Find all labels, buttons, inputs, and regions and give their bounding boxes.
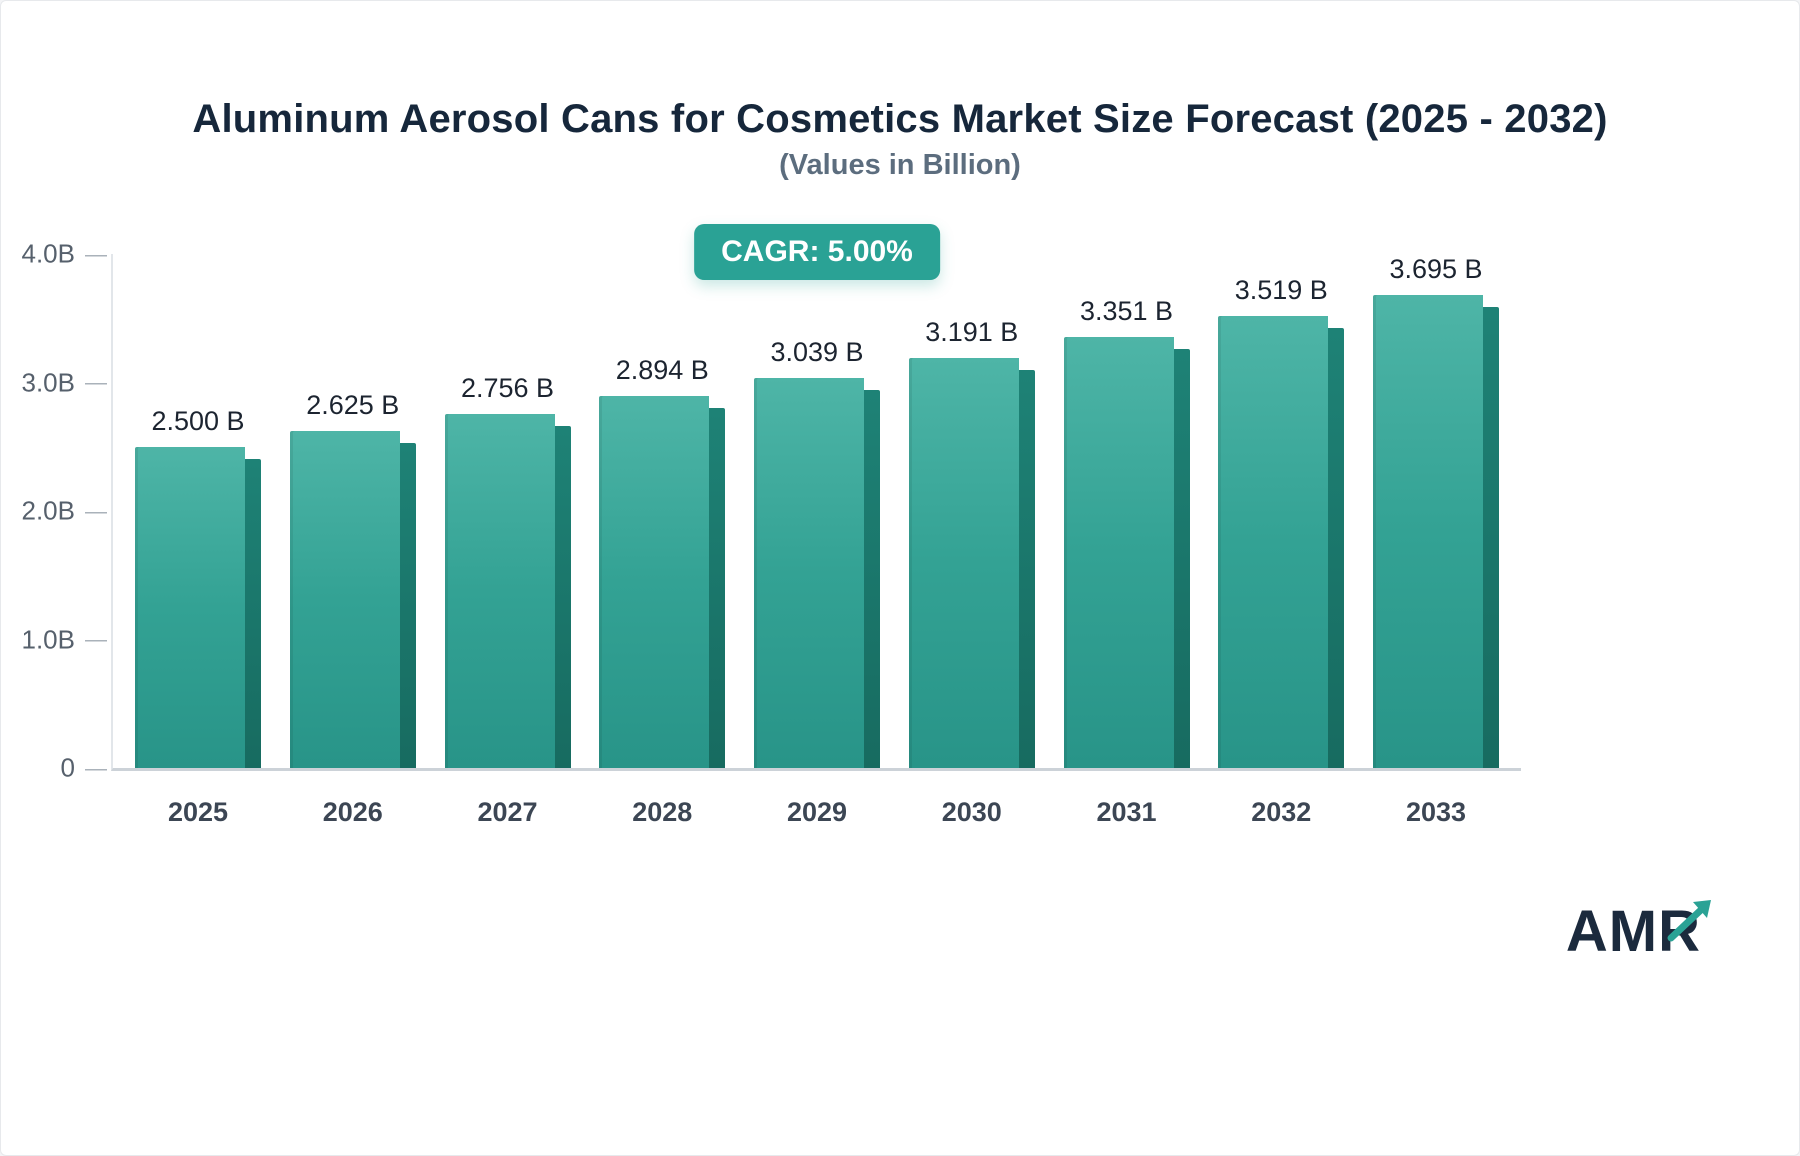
y-tick-mark: — <box>85 498 107 523</box>
bar-2028 <box>599 396 726 768</box>
bar-side-face <box>1328 327 1345 768</box>
plot-area: 2.500 B 2025 2.625 B 2026 2.756 B 2027 2.894 B… <box>113 254 1521 827</box>
bar-value-label-2033: 3.695 B <box>1389 254 1483 284</box>
chart-title: Aluminum Aerosol Cans for Cosmetics Mark… <box>192 97 1608 141</box>
y-tick-label: 1.0B <box>21 624 76 654</box>
bar-front-face <box>908 357 1019 768</box>
bar-group-2025: 2.500 B 2025 <box>135 254 261 827</box>
bar-side-face <box>709 408 726 768</box>
bar-front-face <box>289 430 400 768</box>
cagr-badge: CAGR: 5.00% <box>694 224 940 280</box>
bar-front-face <box>135 446 245 768</box>
logo-arrow-icon <box>1667 900 1711 942</box>
x-axis-label-2033: 2033 <box>1405 797 1467 827</box>
bar-2031 <box>1063 337 1190 768</box>
bar-value-label-2025: 2.500 B <box>151 405 245 436</box>
bar-group-2031: 3.351 B 2031 <box>1063 254 1190 827</box>
y-tick-0: 0— <box>61 753 113 784</box>
bar-2026 <box>289 430 416 768</box>
x-axis-label-2026: 2026 <box>322 797 383 827</box>
bar-group-2028: 2.894 B 2028 <box>599 254 726 827</box>
bar-value-label-2028: 2.894 B <box>615 355 709 386</box>
y-tick-mark: — <box>85 369 107 395</box>
amr-logo: AMR <box>1566 898 1711 965</box>
bar-group-2026: 2.625 B 2026 <box>289 254 416 827</box>
chart-subtitle: (Values in Billion) <box>779 149 1021 181</box>
y-tick-1.0B: 1.0B — <box>22 624 114 655</box>
bar-front-face <box>1063 337 1174 768</box>
bar-side-face <box>1018 369 1035 768</box>
bar-side-face <box>554 425 571 768</box>
y-tick-label: 3.0B <box>21 367 76 397</box>
bar-2032 <box>1218 315 1345 768</box>
bar-value-label-2032: 3.519 B <box>1234 274 1328 305</box>
y-tick-label: 0 <box>60 752 75 783</box>
bar-group-2033: 3.695 B 2033 <box>1373 254 1499 827</box>
bar-2033 <box>1373 295 1499 768</box>
x-axis-label-2025: 2025 <box>167 797 229 827</box>
bar-value-label-2031: 3.351 B <box>1079 296 1174 327</box>
bar-group-2030: 3.191 B 2030 <box>908 254 1035 827</box>
x-axis-label-2031: 2031 <box>1096 797 1157 827</box>
bar-2029 <box>754 377 880 768</box>
bar-value-label-2029: 3.039 B <box>770 336 864 367</box>
x-axis-label-2027: 2027 <box>477 797 538 827</box>
x-axis-label-2032: 2032 <box>1251 797 1312 827</box>
x-axis-label-2028: 2028 <box>632 797 693 827</box>
y-tick-mark: — <box>85 626 107 652</box>
bar-2027 <box>444 413 571 768</box>
y-tick-label: 4.0B <box>21 238 76 269</box>
bar-group-2029: 3.039 B 2029 <box>754 254 880 827</box>
bar-value-label-2026: 2.625 B <box>306 389 400 420</box>
bar-side-face <box>245 458 261 768</box>
bar-side-face <box>864 389 880 768</box>
y-tick-3.0B: 3.0B — <box>22 367 114 398</box>
y-tick-4.0B: 4.0B — <box>22 239 114 270</box>
plot-container: CAGR: 5.00% 0—1.0B —2.0B —3.0B —4.0B — 2.500… <box>22 224 1521 827</box>
bar-front-face <box>444 413 555 768</box>
y-tick-label: 2.0B <box>21 495 76 526</box>
bar-front-face <box>754 377 864 768</box>
x-axis-label-2029: 2029 <box>786 797 848 827</box>
bar-front-face <box>1373 295 1483 768</box>
bar-front-face <box>1218 315 1329 768</box>
bar-2025 <box>135 446 261 768</box>
bar-side-face <box>1483 307 1499 768</box>
bar-side-face <box>399 442 416 768</box>
x-axis-label-2030: 2030 <box>941 797 1002 827</box>
bar-value-label-2030: 3.191 B <box>925 316 1019 347</box>
y-tick-mark: — <box>85 241 107 266</box>
bar-2030 <box>908 357 1035 768</box>
y-tick-mark: — <box>85 755 107 780</box>
bar-side-face <box>1173 349 1190 768</box>
bar-group-2032: 3.519 B 2032 <box>1218 254 1345 827</box>
bar-group-2027: 2.756 B 2027 <box>444 254 571 827</box>
bar-front-face <box>599 396 710 768</box>
bar-value-label-2027: 2.756 B <box>460 372 555 403</box>
y-tick-2.0B: 2.0B — <box>22 496 114 527</box>
